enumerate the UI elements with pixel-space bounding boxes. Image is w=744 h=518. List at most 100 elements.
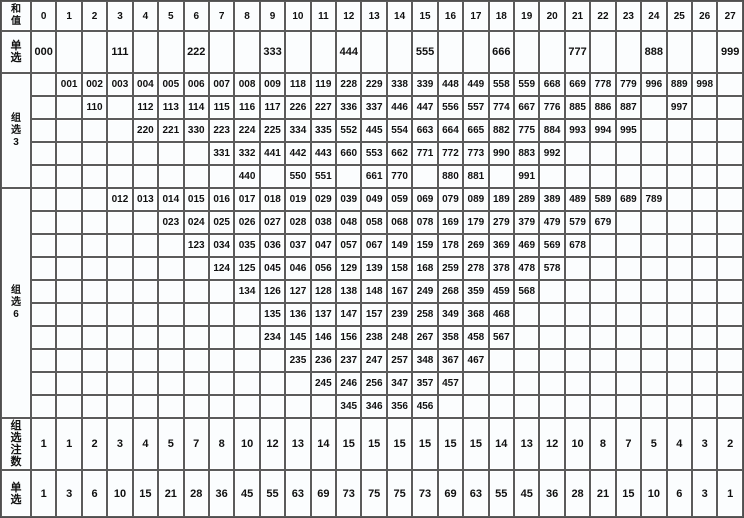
single-top-cell-1	[56, 31, 82, 73]
group6-cell-r4-15: 249	[412, 280, 438, 303]
group3-cell-r4-27	[717, 165, 743, 188]
group6-cell-r9-0	[31, 395, 57, 418]
group3-cell-r3-6	[183, 142, 209, 165]
group3-cell-r3-18: 990	[488, 142, 515, 165]
group6-cell-r0-13: 049	[361, 188, 387, 211]
group3-cell-r4-0	[31, 165, 57, 188]
group6-cell-r1-2	[81, 211, 108, 234]
single-top-cell-11	[310, 31, 337, 73]
group3-cell-r1-14: 446	[386, 96, 413, 119]
group3-cell-r0-20: 668	[539, 73, 565, 96]
group6-cell-r3-1	[56, 257, 82, 280]
group6-cell-r3-10: 046	[285, 257, 311, 280]
group6-cell-r2-20: 569	[539, 234, 565, 257]
bet-count-cell-26: 3	[691, 418, 718, 470]
group3-cell-r3-1	[56, 142, 82, 165]
group6-cell-r1-7: 025	[208, 211, 235, 234]
bet-count-cell-19: 13	[514, 418, 540, 470]
group6-cell-r9-21	[564, 395, 591, 418]
group6-cell-r7-20	[539, 349, 565, 372]
group3-cell-r2-23: 995	[615, 119, 642, 142]
group3-cell-r4-10: 550	[285, 165, 311, 188]
group3-cell-r3-24	[641, 142, 667, 165]
group6-cell-r0-1	[56, 188, 82, 211]
group6-cell-r3-7: 124	[208, 257, 235, 280]
group6-cell-r8-18	[488, 372, 515, 395]
group6-cell-r0-26	[691, 188, 718, 211]
group6-cell-r6-6	[183, 326, 209, 349]
group3-cell-r1-22: 886	[590, 96, 616, 119]
group6-cell-r3-22	[590, 257, 616, 280]
single-top-cell-16	[437, 31, 464, 73]
group6-cell-r5-0	[31, 303, 57, 326]
group3-cell-r1-19: 667	[514, 96, 540, 119]
group6-cell-r7-12: 237	[336, 349, 362, 372]
group6-cell-r0-24: 789	[641, 188, 667, 211]
single-top-cell-2	[81, 31, 108, 73]
group6-cell-r4-22	[590, 280, 616, 303]
single-top-cell-9: 333	[259, 31, 286, 73]
group6-cell-r7-13: 247	[361, 349, 387, 372]
group6-cell-r2-7: 034	[208, 234, 235, 257]
group6-cell-r3-6	[183, 257, 209, 280]
bet-count-cell-7: 8	[208, 418, 235, 470]
single-top-cell-18: 666	[488, 31, 515, 73]
group6-cell-r4-10: 127	[285, 280, 311, 303]
bet-count-cell-20: 12	[539, 418, 565, 470]
row-label-single-bottom: 单选	[1, 470, 31, 517]
group3-cell-r2-7: 223	[208, 119, 235, 142]
single-bottom-cell-15: 73	[412, 470, 438, 517]
group3-cell-r4-26	[691, 165, 718, 188]
single-bottom-cell-5: 21	[158, 470, 184, 517]
column-header-9: 9	[259, 1, 286, 31]
group3-cell-r4-4	[132, 165, 159, 188]
single-bottom-cell-1: 3	[56, 470, 82, 517]
group3-cell-r2-18: 882	[488, 119, 515, 142]
group3-cell-r0-1: 001	[56, 73, 82, 96]
group3-cell-r2-19: 775	[514, 119, 540, 142]
group6-cell-r4-4	[132, 280, 159, 303]
group6-cell-r3-4	[132, 257, 159, 280]
group6-cell-r8-23	[615, 372, 642, 395]
bet-count-cell-12: 15	[336, 418, 362, 470]
group6-cell-r3-13: 139	[361, 257, 387, 280]
group3-cell-r4-19: 991	[514, 165, 540, 188]
group6-cell-r0-0	[31, 188, 57, 211]
group6-cell-r2-21: 678	[564, 234, 591, 257]
group6-cell-r3-19: 478	[514, 257, 540, 280]
group6-cell-r9-3	[107, 395, 133, 418]
group6-cell-r1-18: 279	[488, 211, 515, 234]
group3-cell-r4-18	[488, 165, 515, 188]
bet-count-cell-27: 2	[717, 418, 743, 470]
bet-count-cell-10: 13	[285, 418, 311, 470]
group6-cell-r3-21	[564, 257, 591, 280]
group6-cell-r4-11: 128	[310, 280, 337, 303]
single-bottom-row: 单选 1 3 6 10 15 21 28 36 45 55 63 69 73 75 75 73 69 63 55 45 3…	[1, 470, 743, 517]
group6-cell-r3-24	[641, 257, 667, 280]
group6-cell-r0-7: 016	[208, 188, 235, 211]
group6-row: 234 145 146 156 238 248 267 358 458 567	[1, 326, 743, 349]
group3-cell-r2-6: 330	[183, 119, 209, 142]
group6-cell-r6-3	[107, 326, 133, 349]
group6-cell-r6-10: 145	[285, 326, 311, 349]
group6-cell-r0-20: 389	[539, 188, 565, 211]
group3-cell-r2-25	[666, 119, 692, 142]
group3-cell-r0-25: 889	[666, 73, 692, 96]
group6-cell-r5-12: 147	[336, 303, 362, 326]
group6-cell-r6-13: 238	[361, 326, 387, 349]
group6-cell-r5-14: 239	[386, 303, 413, 326]
group6-cell-r2-0	[31, 234, 57, 257]
single-top-cell-22	[590, 31, 616, 73]
group3-cell-r4-20	[539, 165, 565, 188]
group6-cell-r7-4	[132, 349, 159, 372]
column-header-13: 13	[361, 1, 387, 31]
group3-cell-r2-3	[107, 119, 133, 142]
group6-cell-r5-8	[234, 303, 260, 326]
group6-cell-r9-10	[285, 395, 311, 418]
bet-count-cell-15: 15	[412, 418, 438, 470]
group3-cell-r4-24	[641, 165, 667, 188]
group3-row: 110 112 113 114 115 116 117 226 227 336 337 446 447 5…	[1, 96, 743, 119]
group6-cell-r0-11: 029	[310, 188, 337, 211]
group3-cell-r3-17: 773	[463, 142, 489, 165]
